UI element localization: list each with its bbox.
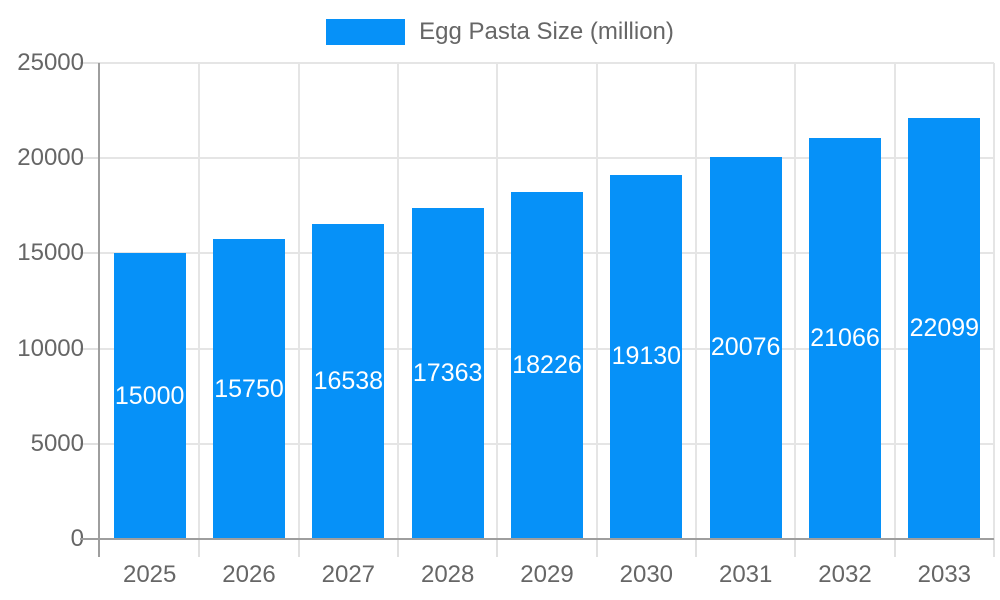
bar-value-label: 18226 xyxy=(512,350,582,379)
x-axis-tick xyxy=(496,539,499,557)
bar-2025[interactable]: 15000 xyxy=(113,253,186,539)
bar-2032[interactable]: 21066 xyxy=(809,137,881,539)
x-axis-tick-label: 2025 xyxy=(122,561,177,588)
x-axis-tick xyxy=(198,539,201,557)
bar-2026[interactable]: 15750 xyxy=(213,239,285,539)
bar-value-label: 21066 xyxy=(810,323,880,352)
x-axis-tick-label: 2028 xyxy=(420,561,475,588)
y-axis-tick-label: 20000 xyxy=(17,144,84,172)
y-axis-tick xyxy=(80,157,100,160)
bar-value-label: 22099 xyxy=(909,314,980,343)
legend-label: Egg Pasta Size (million) xyxy=(419,18,674,45)
bar-2030[interactable]: 19130 xyxy=(610,174,683,539)
bar-value-label: 15750 xyxy=(214,374,284,403)
x-axis-tick xyxy=(595,539,598,557)
x-gridline xyxy=(893,63,896,539)
x-axis-tick-label: 2029 xyxy=(520,561,574,588)
x-gridline xyxy=(794,63,797,539)
chart-legend-item[interactable]: Egg Pasta Size (million) xyxy=(0,19,1000,45)
y-axis-tick-label: 10000 xyxy=(17,334,84,362)
x-axis-tick-label: 2026 xyxy=(222,561,276,588)
x-gridline xyxy=(198,63,201,539)
y-gridline xyxy=(100,157,994,160)
bar-value-label: 17363 xyxy=(412,359,483,388)
y-axis-tick xyxy=(80,252,100,255)
x-axis-tick xyxy=(297,539,300,557)
bar-value-label: 16538 xyxy=(313,367,384,396)
x-gridline xyxy=(695,63,697,539)
bar-value-label: 15000 xyxy=(114,381,185,410)
x-axis-tick xyxy=(695,539,697,557)
y-axis-tick-label: 5000 xyxy=(30,429,84,457)
x-gridline xyxy=(297,63,300,539)
bar-value-label: 20076 xyxy=(710,333,781,362)
y-axis-tick xyxy=(80,347,100,350)
x-gridline xyxy=(496,63,499,539)
x-gridline xyxy=(993,63,995,539)
x-gridline xyxy=(595,63,598,539)
x-axis-tick-label: 2030 xyxy=(619,561,674,588)
bar-2029[interactable]: 18226 xyxy=(511,191,583,539)
x-axis-tick xyxy=(893,539,896,557)
y-axis-tick-label: 15000 xyxy=(17,239,84,267)
x-axis-tick-label: 2033 xyxy=(917,561,972,588)
legend-swatch xyxy=(326,19,406,45)
x-gridline xyxy=(397,63,399,539)
plot-area: 15000 15750 16538 17363 18226 19130 20076 21066… xyxy=(100,62,995,539)
bar-2033[interactable]: 22099 xyxy=(908,118,981,539)
bar-2031[interactable]: 20076 xyxy=(709,156,782,539)
y-axis-line xyxy=(98,63,100,557)
x-axis-line xyxy=(80,538,994,540)
bar-2028[interactable]: 17363 xyxy=(411,208,484,539)
x-axis-tick-label: 2027 xyxy=(321,561,376,588)
x-axis-tick-label: 2032 xyxy=(818,561,872,588)
y-gridline xyxy=(100,62,994,64)
y-axis-tick xyxy=(80,62,100,64)
x-axis-tick xyxy=(794,539,797,557)
y-axis-tick xyxy=(80,442,100,445)
y-axis-tick-label: 0 xyxy=(70,525,84,552)
x-axis-tick-label: 2031 xyxy=(718,561,773,588)
x-axis-tick xyxy=(993,539,995,557)
x-axis-tick xyxy=(397,539,399,557)
bar-value-label: 19130 xyxy=(611,342,682,371)
bar-2027[interactable]: 16538 xyxy=(312,224,385,539)
y-axis-tick-label: 25000 xyxy=(17,49,84,76)
